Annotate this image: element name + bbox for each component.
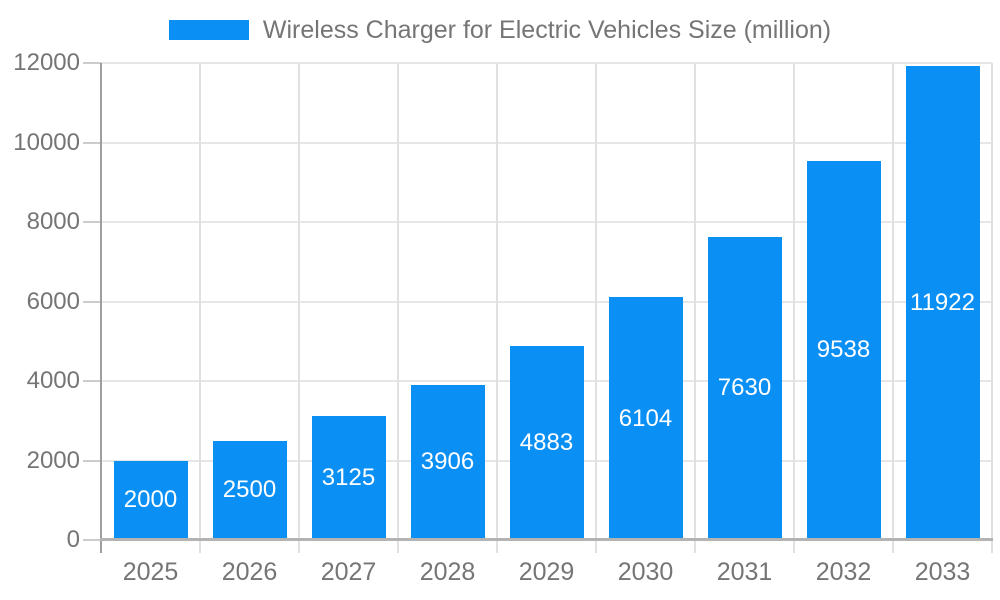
legend-label: Wireless Charger for Electric Vehicles S… [262,15,832,44]
v-gridline [991,63,993,553]
h-gridline [101,221,992,223]
bar-value-label: 3125 [321,463,376,491]
x-axis-baseline [100,538,993,541]
x-axis-label: 2026 [221,558,278,586]
bar-value-label: 2500 [222,476,277,504]
v-gridline [694,63,696,553]
x-axis-label: 2025 [122,558,179,586]
h-gridline [101,62,992,64]
bar[interactable]: 2500 [212,440,287,540]
y-axis-label: 6000 [26,287,80,315]
bar[interactable]: 11922 [905,66,980,540]
legend-swatch-icon [168,20,249,40]
x-axis-label: 2029 [518,558,575,586]
bar[interactable]: 7630 [707,236,782,540]
bar-value-label: 3906 [420,448,475,476]
x-axis-label: 2027 [320,558,377,586]
y-axis-label: 2000 [26,446,80,474]
v-gridline [793,63,795,553]
y-tick [83,459,101,462]
v-gridline [397,63,399,553]
y-tick [83,221,101,223]
x-axis-label: 2028 [419,558,476,586]
h-gridline [101,141,992,144]
bar[interactable]: 2000 [113,460,188,540]
y-axis-line [100,63,102,553]
bar-value-label: 11922 [910,289,975,317]
y-tick [83,62,101,64]
y-tick [83,141,101,144]
y-tick [83,380,101,382]
v-gridline [892,63,894,553]
legend[interactable]: Wireless Charger for Electric Vehicles S… [0,13,1000,47]
y-axis-label: 8000 [26,208,80,235]
y-axis-label: 0 [66,526,80,553]
bar-value-label: 9538 [816,336,871,364]
y-axis-label: 10000 [13,128,80,156]
bar[interactable]: 6104 [608,297,683,540]
y-tick [83,539,101,541]
v-gridline [595,63,597,553]
x-axis-label: 2032 [815,558,872,586]
x-axis-label: 2030 [617,558,674,586]
bar-value-label: 7630 [717,374,772,402]
bar[interactable]: 9538 [806,160,881,540]
y-axis-label: 12000 [13,49,80,76]
bar-value-label: 4883 [519,428,574,456]
bar-value-label: 2000 [123,486,178,514]
x-axis-label: 2033 [914,558,971,586]
bar[interactable]: 3906 [410,384,485,540]
y-axis-label: 4000 [26,367,80,394]
v-gridline [298,63,300,553]
bar[interactable]: 3125 [311,415,386,540]
bar[interactable]: 4883 [509,345,584,540]
bar-value-label: 6104 [618,404,673,432]
v-gridline [199,63,201,553]
x-axis-label: 2031 [716,558,773,586]
v-gridline [496,63,498,553]
y-tick [83,300,101,303]
h-gridline [101,300,992,303]
